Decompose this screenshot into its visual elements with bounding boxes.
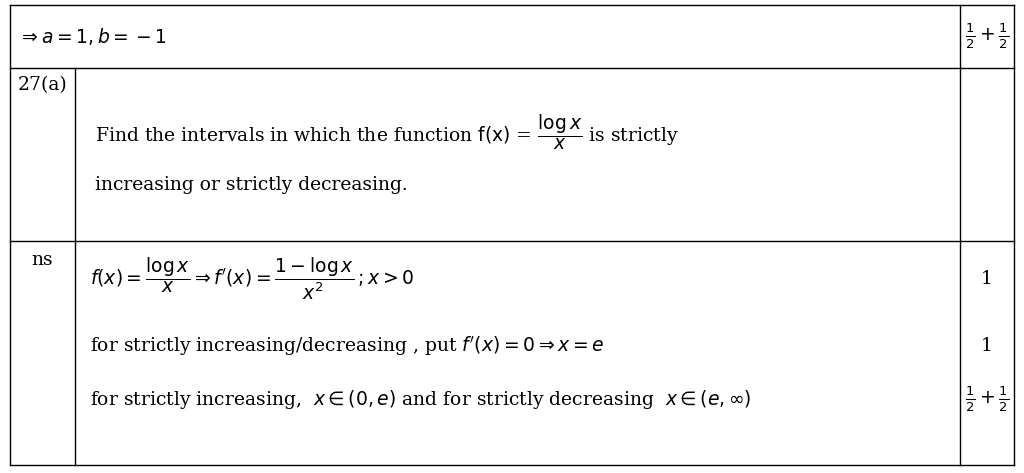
Text: for strictly increasing,  $x\in(0,e)$ and for strictly decreasing  $x\in(e,\inft: for strictly increasing, $x\in(0,e)$ and… <box>90 387 752 411</box>
Text: ns: ns <box>32 251 53 269</box>
Text: 1: 1 <box>981 337 993 355</box>
Text: for strictly increasing/decreasing , put $f'(x)=0\Rightarrow x=e$: for strictly increasing/decreasing , put… <box>90 334 604 358</box>
Text: $\frac{1}{2}+\frac{1}{2}$: $\frac{1}{2}+\frac{1}{2}$ <box>965 384 1009 414</box>
Text: 27(a): 27(a) <box>17 76 68 94</box>
Text: $f(x)=\dfrac{\log x}{x}\Rightarrow f^{\prime}(x)=\dfrac{1-\log x}{x^{2}}\,;x>0$: $f(x)=\dfrac{\log x}{x}\Rightarrow f^{\p… <box>90 256 414 302</box>
Text: 1: 1 <box>981 270 993 288</box>
Text: $\mathsf{\frac{1}{2}+\frac{1}{2}}$: $\mathsf{\frac{1}{2}+\frac{1}{2}}$ <box>965 22 1009 51</box>
Text: increasing or strictly decreasing.: increasing or strictly decreasing. <box>95 175 408 193</box>
Text: $\Rightarrow a=1,b=-1$: $\Rightarrow a=1,b=-1$ <box>18 26 167 47</box>
Text: Find the intervals in which the function $\mathrm{f(x)}$ = $\dfrac{\log x}{x}$ i: Find the intervals in which the function… <box>95 113 679 152</box>
